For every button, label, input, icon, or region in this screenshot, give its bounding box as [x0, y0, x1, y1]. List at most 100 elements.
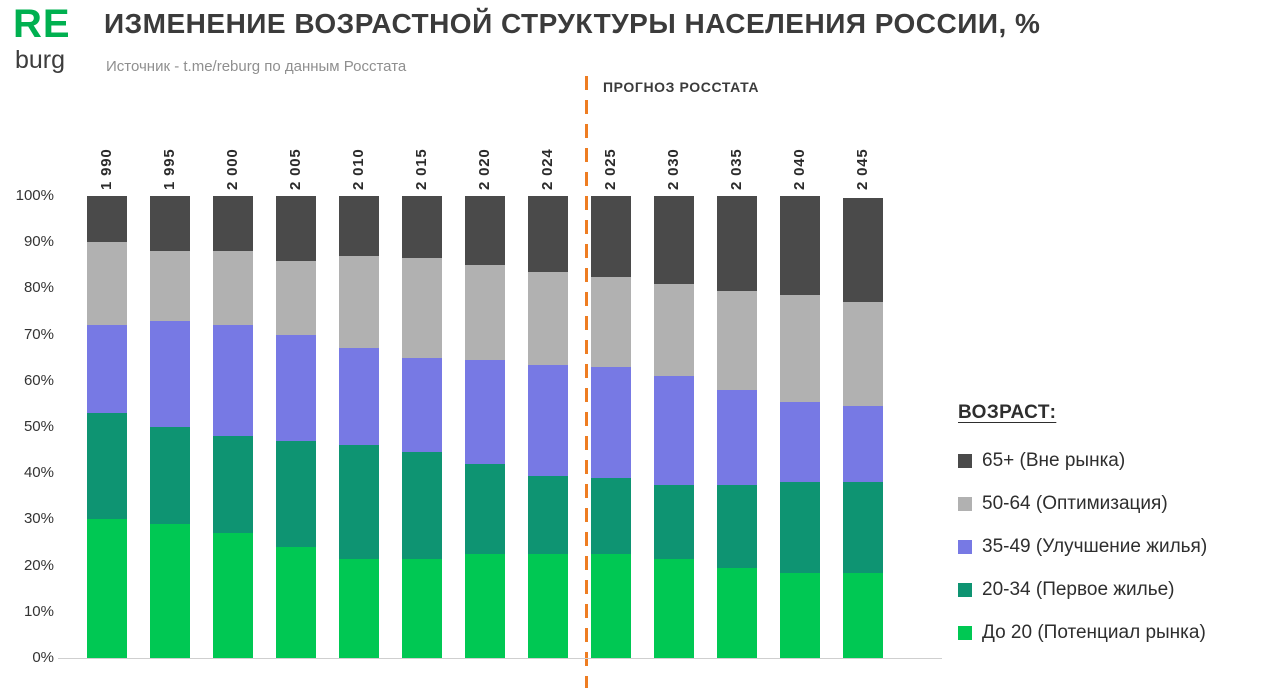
source-caption: Источник - t.me/reburg по данным Росстат…: [106, 58, 407, 75]
bar-segment: [527, 475, 568, 555]
legend-item: 50-64 (Оптимизация): [958, 493, 1207, 514]
bar-segment: [590, 366, 631, 478]
bar-segment: [212, 251, 253, 326]
bar-segment: [338, 196, 379, 257]
bar-segment: [716, 290, 757, 391]
bar-segment: [653, 196, 694, 284]
legend-items: 65+ (Вне рынка) 50-64 (Оптимизация) 35-49 …: [958, 450, 1207, 643]
bar-segment: [212, 325, 253, 437]
bar-segment: [212, 533, 253, 658]
legend-item: 65+ (Вне рынка): [958, 450, 1207, 471]
bar-segment: [527, 364, 568, 476]
legend-swatch: [958, 453, 972, 468]
legend-swatch: [958, 582, 972, 597]
bar-segment: [149, 427, 190, 525]
legend-label: 20-34 (Первое жилье): [982, 578, 1175, 600]
bar-segment: [779, 401, 820, 483]
bar-segment: [590, 196, 631, 277]
year-label: 2 025: [601, 148, 619, 190]
legend-label: 65+ (Вне рынка): [982, 449, 1126, 471]
bar-segment: [842, 482, 883, 573]
bar-segment: [464, 463, 505, 555]
legend-swatch: [958, 625, 972, 640]
y-axis-tick-label: 100%: [15, 187, 54, 204]
bar-segment: [716, 196, 757, 291]
bar-segment: [149, 524, 190, 658]
bar-segment: [464, 554, 505, 658]
legend-item: 35-49 (Улучшение жилья): [958, 536, 1207, 557]
legend-item: 20-34 (Первое жилье): [958, 579, 1207, 600]
legend-swatch: [958, 539, 972, 554]
bar-segment: [401, 258, 442, 358]
year-label: 2 030: [664, 148, 682, 190]
bar-segment: [275, 260, 316, 335]
legend-label: 50-64 (Оптимизация): [982, 492, 1168, 514]
bar-segment: [338, 256, 379, 349]
bar-segment: [527, 196, 568, 273]
legend-swatch: [958, 496, 972, 511]
bar-segment: [86, 519, 127, 658]
bar-segment: [653, 484, 694, 559]
year-label: 2 000: [223, 148, 241, 190]
y-axis-tick-label: 70%: [23, 325, 54, 343]
reburg-logo-burg: burg: [15, 46, 66, 74]
bar-segment: [149, 251, 190, 321]
y-axis-tick-label: 60%: [23, 371, 54, 389]
plot-area: [75, 196, 894, 658]
year-label: 2 045: [853, 148, 871, 190]
page-title: ИЗМЕНЕНИЕ ВОЗРАСТНОЙ СТРУКТУРЫ НАСЕЛЕНИЯ…: [104, 8, 1041, 39]
forecast-label: ПРОГНОЗ РОССТАТА: [603, 79, 760, 95]
bar-segment: [86, 325, 127, 414]
legend-item: До 20 (Потенциал рынка): [958, 622, 1207, 643]
x-axis-baseline: [58, 658, 942, 659]
bar-segment: [212, 196, 253, 252]
bar-segment: [149, 196, 190, 252]
y-axis: 0% 10% 20% 30% 40% 50% 60% 70% 80% 90% 100%: [2, 0, 54, 688]
bar-segment: [779, 295, 820, 402]
bar-segment: [842, 572, 883, 658]
year-label: 2 010: [349, 148, 367, 190]
bar-segment: [653, 283, 694, 377]
year-label: 1 990: [97, 148, 115, 190]
bar-segment: [590, 554, 631, 658]
bar-segment: [653, 376, 694, 485]
bar-segment: [149, 320, 190, 427]
bar-segment: [779, 572, 820, 658]
legend-label: 35-49 (Улучшение жилья): [982, 535, 1208, 557]
year-label: 2 024: [538, 148, 556, 190]
year-label: 2 020: [475, 148, 493, 190]
legend: ВОЗРАСТ: 65+ (Вне рынка) 50-64 (Оптимизац…: [958, 402, 1207, 665]
bar-segment: [527, 272, 568, 365]
year-label: 1 995: [160, 148, 178, 190]
y-axis-tick-label: 30%: [23, 510, 54, 528]
bar-segment: [401, 357, 442, 453]
bar-segment: [338, 348, 379, 446]
bar-segment: [401, 196, 442, 259]
legend-title: ВОЗРАСТ:: [958, 402, 1057, 423]
legend-label: До 20 (Потенциал рынка): [982, 621, 1206, 643]
y-axis-tick-label: 80%: [23, 279, 54, 297]
year-label: 2 040: [790, 148, 808, 190]
y-axis-tick-label: 50%: [23, 418, 54, 435]
bar-segment: [338, 558, 379, 658]
bar-segment: [464, 360, 505, 464]
bar-segment: [590, 477, 631, 555]
bar-segment: [86, 413, 127, 520]
bar-segment: [653, 558, 694, 658]
bar-segment: [275, 440, 316, 548]
bar-segment: [779, 196, 820, 296]
bar-segment: [212, 436, 253, 534]
bar-segment: [401, 558, 442, 658]
bar-segment: [401, 452, 442, 559]
bar-segment: [338, 445, 379, 559]
forecast-divider-line: [585, 76, 588, 688]
bar-segment: [275, 196, 316, 261]
bar-segment: [275, 334, 316, 441]
y-axis-tick-label: 10%: [23, 602, 54, 620]
bar-segment: [464, 265, 505, 361]
y-axis-tick-label: 0%: [32, 649, 54, 666]
bar-segment: [275, 547, 316, 658]
bar-segment: [527, 554, 568, 658]
bar-segment: [86, 242, 127, 326]
year-label: 2 015: [412, 148, 430, 190]
